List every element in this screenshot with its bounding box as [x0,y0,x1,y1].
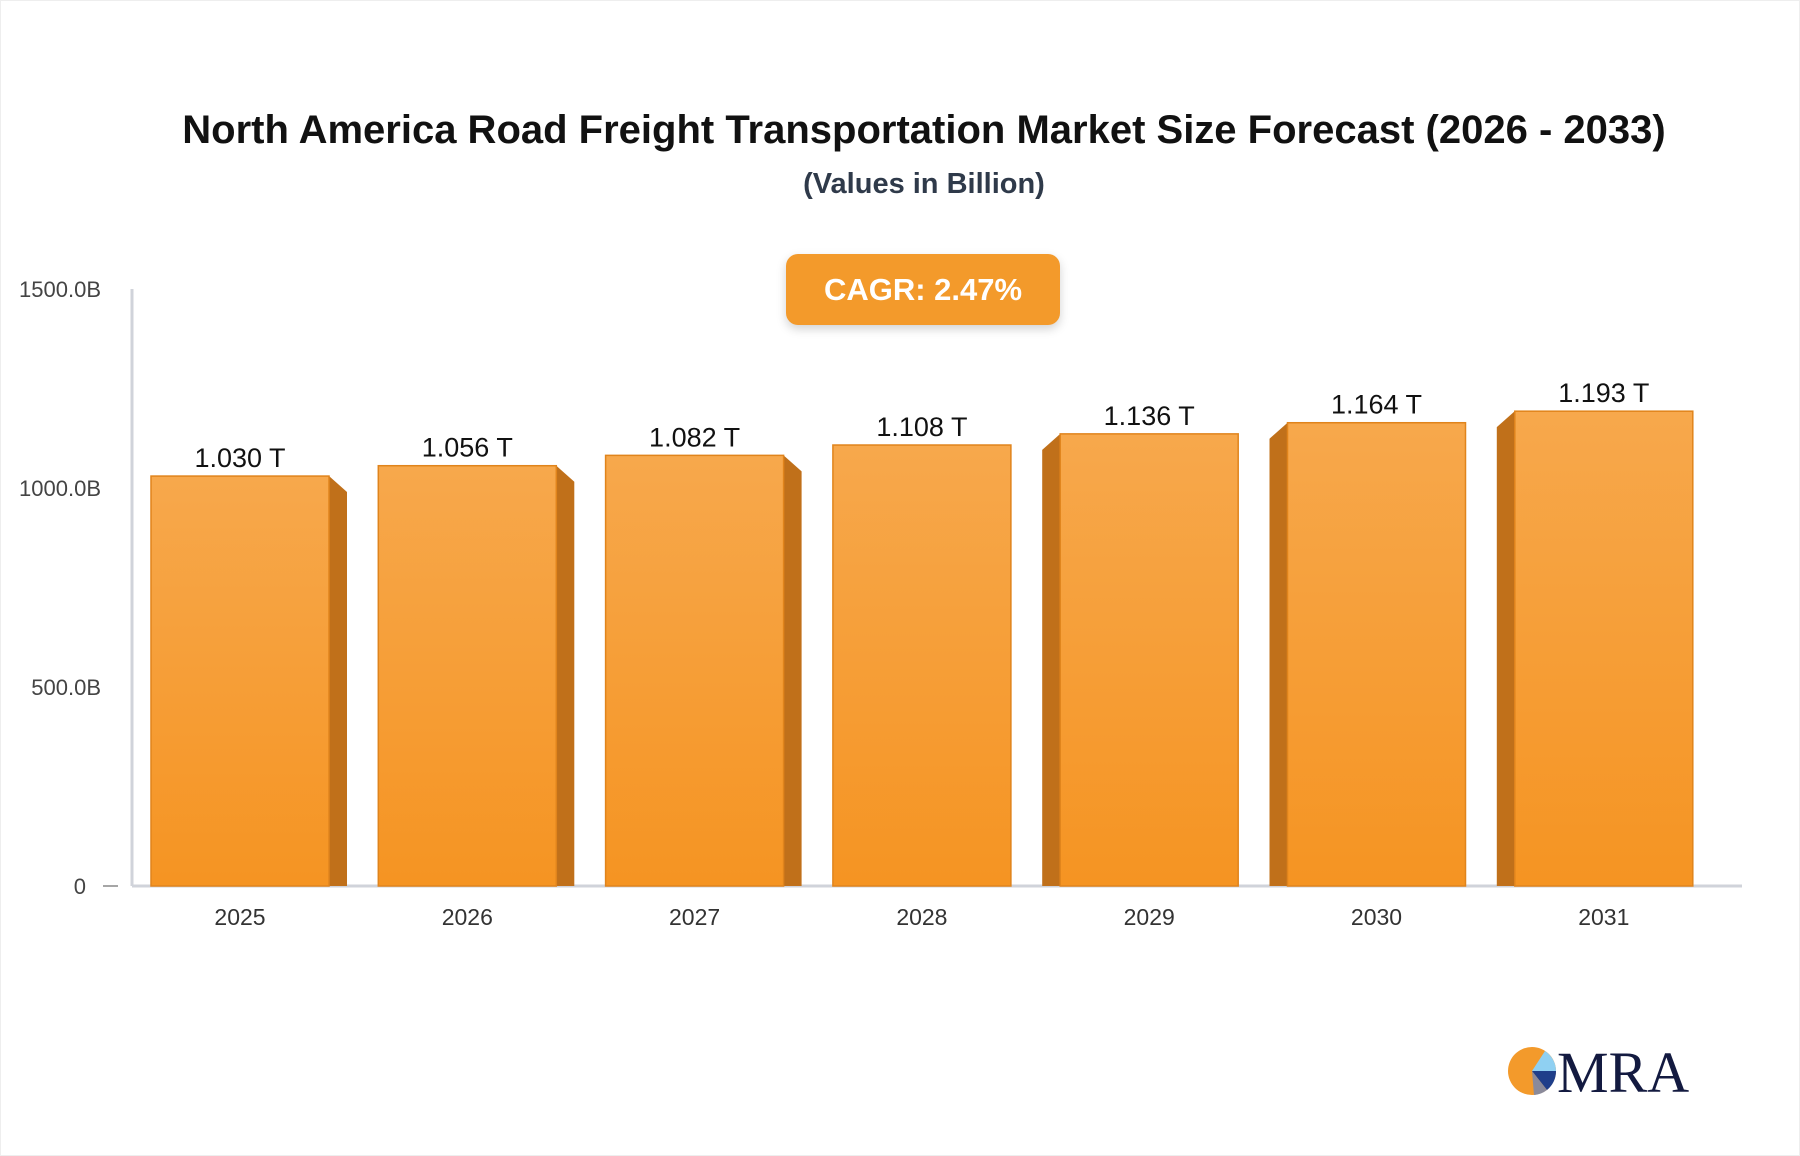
bar-2030 [1286,421,1467,887]
y-tick-label: 0 [74,874,86,899]
bar-2026 [377,464,558,887]
data-label: 1.164 T [1331,390,1422,420]
data-label: 1.082 T [649,422,740,452]
bar-2029 [1059,433,1239,887]
bar-2027 [604,454,785,887]
chart-subtitle: (Values in Billion) [803,168,1045,200]
bar-2025 [150,475,330,887]
cagr-badge: CAGR: 2.47% [786,254,1060,325]
bar-side-face [783,455,802,886]
chart-title: North America Road Freight Transportatio… [182,108,1666,152]
bar-side-face [1042,433,1061,886]
bar-2028 [832,444,1012,887]
x-tick-label: 2030 [1351,904,1402,930]
bar-side-face [329,476,347,886]
x-tick-label: 2027 [669,904,720,930]
x-tick-label: 2028 [896,904,947,930]
x-tick-label: 2029 [1124,904,1175,930]
bar-side-face [1496,411,1515,886]
data-label: 1.136 T [1104,401,1195,431]
bar-2031 [1514,410,1694,887]
x-tick-label: 2025 [214,904,265,930]
y-tick-label: 1500.0B [19,277,101,302]
data-label: 1.108 T [876,412,967,442]
bar-side-face [1269,422,1288,886]
y-tick-label: 1000.0B [19,476,101,501]
x-tick-label: 2031 [1578,904,1629,930]
y-tick-label: 500.0B [31,675,101,700]
data-label: 1.193 T [1558,378,1649,408]
data-label: 1.056 T [422,433,513,463]
x-tick-label: 2026 [442,904,493,930]
bar-side-face [556,465,575,886]
logo-text: MRA [1557,1040,1689,1100]
data-label: 1.030 T [194,443,285,473]
mra-logo: MRA [1508,1040,1689,1100]
